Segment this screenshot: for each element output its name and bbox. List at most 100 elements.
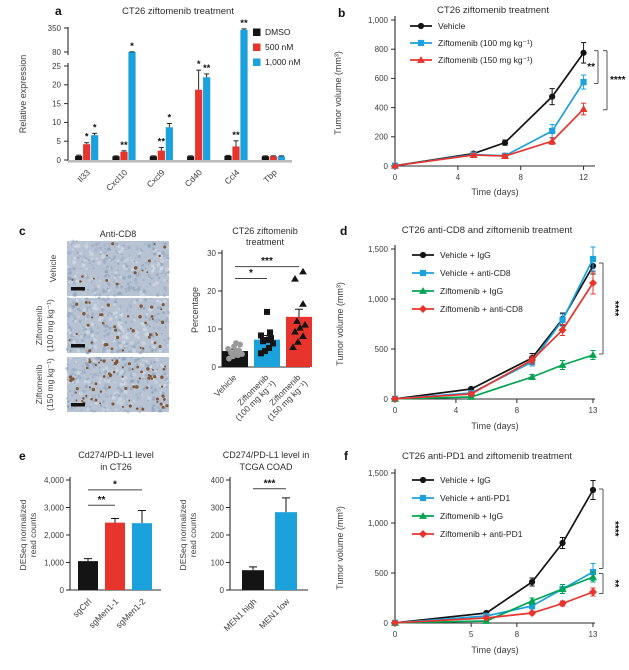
legend-label: DMSO <box>265 27 291 37</box>
tissue-texture <box>148 282 152 286</box>
data-point <box>391 394 399 403</box>
tissue-texture <box>72 260 77 265</box>
tissue-texture <box>85 304 88 307</box>
tissue-texture <box>162 299 167 304</box>
y-axis-label: Tumor volume (mm³) <box>335 282 345 366</box>
tissue-texture <box>158 349 162 353</box>
tissue-texture <box>167 246 171 250</box>
cd8-stain-dot <box>135 385 139 389</box>
data-point <box>559 316 566 324</box>
data-point <box>258 332 264 339</box>
y-tick-label: 3,000 <box>44 503 65 512</box>
cd8-stain-dot <box>111 242 115 246</box>
cd8-stain-dot <box>88 360 92 364</box>
y-tick-label: 0 <box>212 363 217 372</box>
tissue-texture <box>100 254 106 259</box>
tissue-texture <box>107 281 111 286</box>
cd8-stain-dot <box>111 359 114 362</box>
tissue-texture <box>167 257 171 260</box>
tissue-texture <box>95 356 99 360</box>
tissue-texture <box>120 321 123 325</box>
cd8-stain-dot <box>105 343 109 347</box>
data-point <box>299 300 307 307</box>
data-point <box>291 327 299 335</box>
tissue-texture <box>95 331 100 335</box>
panel-f-line-chart: CT26 anti-PD1 and ziftomenib treatment Tu… <box>335 451 620 655</box>
tissue-texture <box>75 239 78 243</box>
tissue-texture <box>163 403 166 406</box>
tissue-texture <box>143 256 146 259</box>
bar <box>240 29 248 161</box>
tissue-texture <box>104 328 108 332</box>
cd8-stain-dot <box>145 386 149 389</box>
tissue-texture <box>90 333 95 338</box>
data-point <box>589 486 597 494</box>
tissue-texture <box>131 314 133 317</box>
tissue-texture <box>98 279 101 282</box>
tissue-texture <box>93 372 97 377</box>
tissue-texture <box>97 276 100 279</box>
data-point <box>589 279 597 287</box>
tissue-texture <box>108 317 113 322</box>
tissue-texture <box>66 404 70 408</box>
bar <box>128 52 136 160</box>
panel-b-line-chart: CT26 ziftomenib treatment Tumor volume (m… <box>333 5 626 197</box>
tissue-texture <box>162 243 165 246</box>
x-category-label: Cd40 <box>183 167 205 189</box>
tissue-texture <box>66 397 69 400</box>
tissue-texture <box>106 408 110 411</box>
data-point <box>501 139 509 146</box>
tissue-texture <box>98 366 101 369</box>
cd8-stain-dot <box>102 359 106 363</box>
legend-item: Vehicle <box>410 21 466 31</box>
tissue-texture <box>123 276 126 279</box>
data-point <box>258 350 264 357</box>
tissue-texture <box>151 333 155 338</box>
tissue-texture <box>83 292 86 295</box>
tissue-texture <box>90 409 94 412</box>
tissue-texture <box>126 403 128 406</box>
tissue-texture <box>85 318 88 321</box>
tissue-texture <box>83 318 86 320</box>
tissue-texture <box>142 290 146 294</box>
tissue-texture <box>149 386 153 390</box>
y-tick-label: 10 <box>207 325 216 334</box>
tissue-texture <box>79 309 82 313</box>
cd8-stain-dot <box>115 359 119 363</box>
tissue-texture <box>74 360 78 364</box>
tissue-texture <box>155 299 160 303</box>
tissue-texture <box>133 361 136 364</box>
tissue-texture <box>147 261 151 265</box>
cd8-stain-dot <box>156 397 159 401</box>
cd8-stain-dot <box>133 271 137 275</box>
tissue-texture <box>81 364 84 368</box>
tissue-texture <box>113 276 117 279</box>
tissue-texture <box>167 284 170 287</box>
panel-a-bar-chart: CT26 ziftomenib treatment Relative expres… <box>18 6 300 193</box>
legend-item: Vehicle + anti-CD8 <box>412 268 511 278</box>
y-tick-label: 0 <box>384 395 389 404</box>
tissue-texture <box>144 314 146 316</box>
tissue-texture <box>76 271 79 274</box>
tissue-texture <box>123 389 128 394</box>
sig-label: ** <box>120 140 128 151</box>
tissue-texture <box>72 320 74 322</box>
y-tick-label: 400 <box>211 476 225 485</box>
y-tick-label: 1,000 <box>368 295 389 304</box>
tissue-texture <box>134 358 138 362</box>
tissue-texture <box>165 377 169 381</box>
tissue-texture <box>87 308 89 310</box>
tissue-texture <box>163 338 167 342</box>
series-3 <box>391 271 597 403</box>
tissue-texture <box>79 386 81 389</box>
tissue-texture <box>126 332 129 336</box>
tissue-texture <box>113 314 115 317</box>
tissue-texture <box>108 267 111 270</box>
tissue-texture <box>93 303 97 308</box>
tissue-texture <box>94 287 98 291</box>
tissue-texture <box>128 265 130 267</box>
cd8-stain-dot <box>108 373 113 378</box>
tissue-texture <box>87 258 91 262</box>
tissue-texture <box>155 318 160 322</box>
tissue-texture <box>130 356 133 359</box>
